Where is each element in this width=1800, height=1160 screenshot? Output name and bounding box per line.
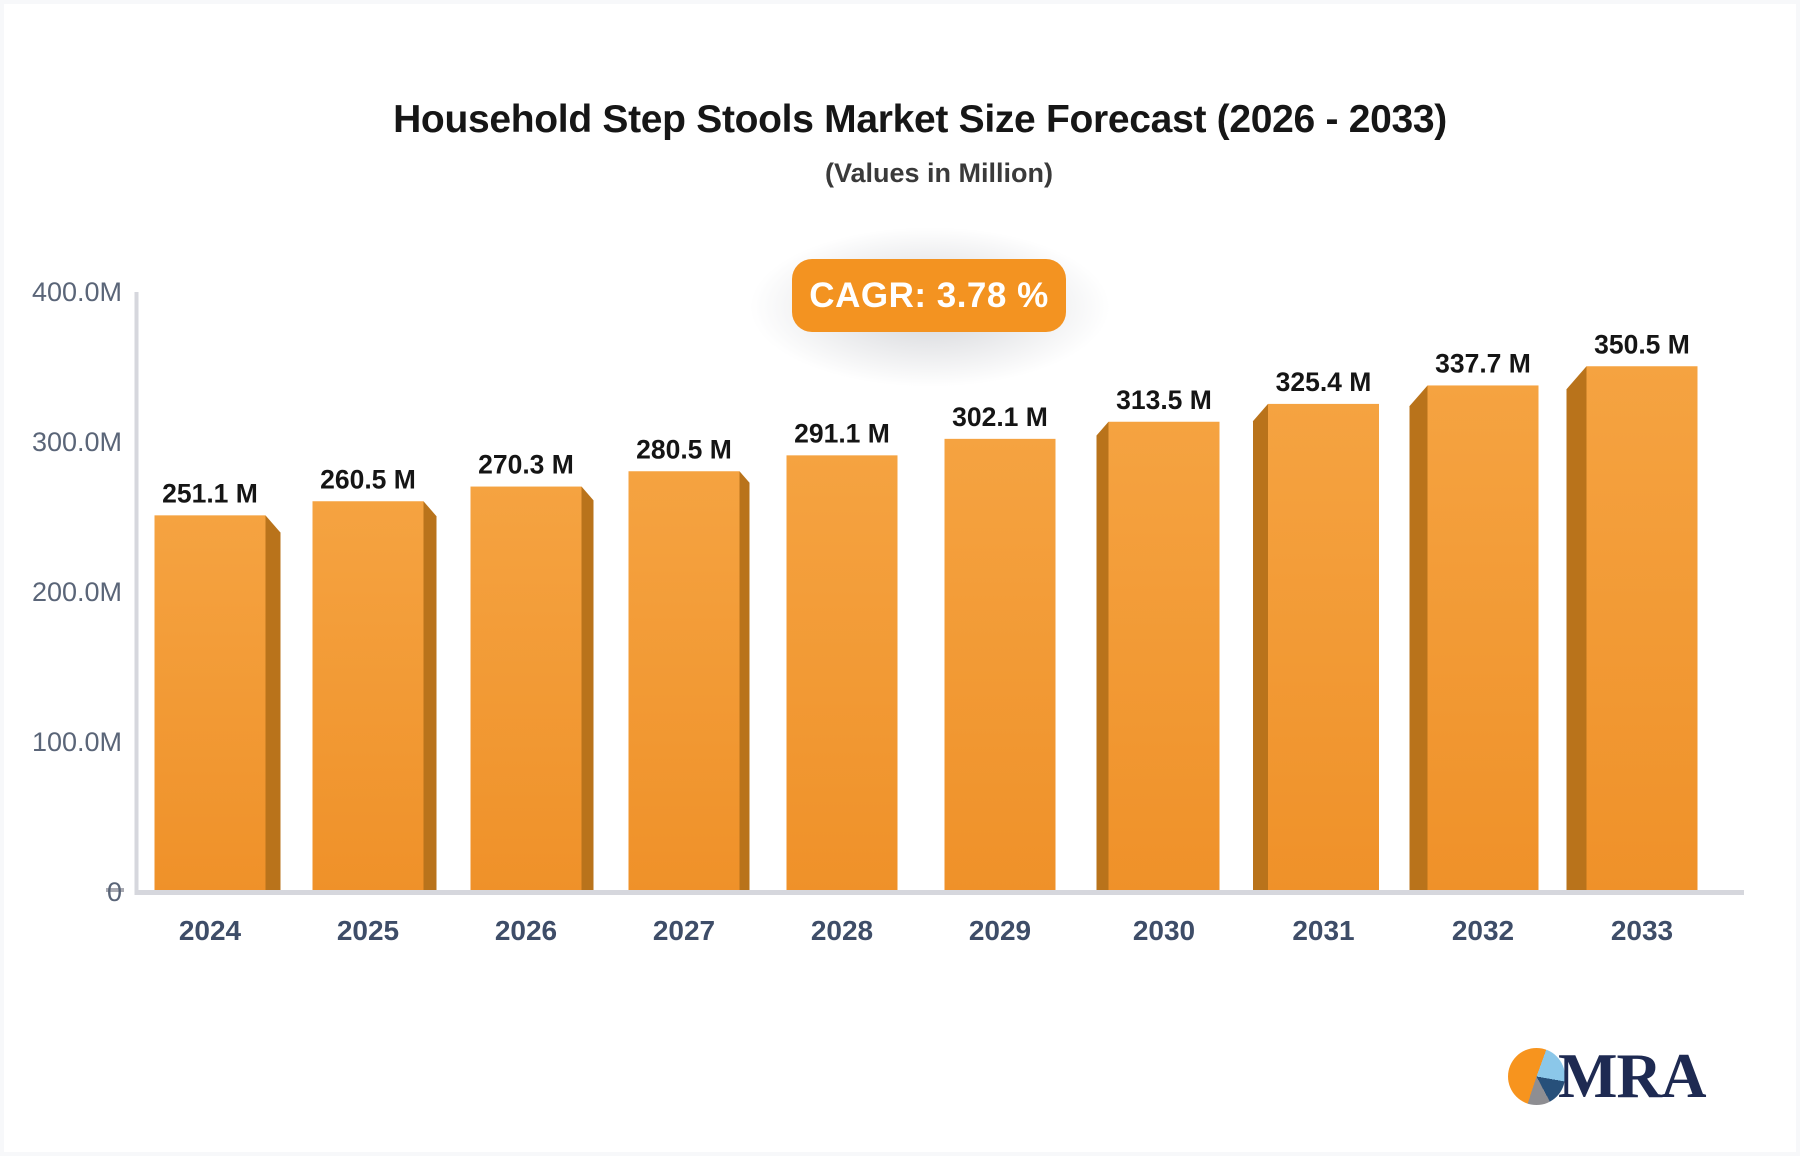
- bar-value-label: 251.1 M: [162, 478, 258, 508]
- bar-side-panel: [1253, 403, 1268, 892]
- bar-value-label: 313.5 M: [1116, 385, 1212, 415]
- chart-header: Household Step Stools Market Size Foreca…: [44, 98, 1796, 189]
- bar: [628, 471, 740, 892]
- bar-value-label: 337.7 M: [1435, 348, 1531, 378]
- bar: [1586, 366, 1698, 892]
- bar-side-panel: [581, 486, 594, 892]
- bar-side-panel: [1409, 385, 1428, 892]
- bar: [1108, 421, 1220, 892]
- chart-title: Household Step Stools Market Size Foreca…: [393, 98, 1447, 141]
- x-axis-label: 2028: [811, 915, 873, 946]
- bar-value-label: 270.3 M: [478, 450, 574, 480]
- bar-side-panel: [739, 471, 750, 892]
- bar-value-label: 302.1 M: [952, 402, 1048, 432]
- bar: [786, 455, 898, 892]
- bar: [944, 438, 1056, 892]
- bar-side-panel: [1566, 366, 1587, 892]
- x-axis-label: 2027: [653, 915, 715, 946]
- bar-value-label: 325.4 M: [1276, 367, 1372, 397]
- bar-side-panel: [1096, 421, 1109, 892]
- x-axis-label: 2025: [337, 915, 399, 946]
- logo-text: MRA: [1558, 1040, 1706, 1111]
- x-axis-label: 2031: [1292, 915, 1354, 946]
- bar-chart: 0 100.0M 200.0M 300.0M 400.0M 251.1 M 2024 260.…: [32, 277, 1744, 946]
- y-axis-line: [134, 292, 139, 893]
- bar: [312, 501, 424, 892]
- bar: [154, 515, 266, 892]
- cagr-badge: CAGR: 3.78 %: [792, 259, 1066, 332]
- bar-side-panel: [265, 515, 281, 892]
- bar-value-label: 280.5 M: [636, 434, 732, 464]
- x-axis-label: 2024: [179, 915, 242, 946]
- bar-side-panel: [423, 501, 437, 892]
- bar-value-label: 350.5 M: [1594, 329, 1690, 359]
- zero-tick-mark: [106, 888, 124, 892]
- y-tick-label: 0: [107, 877, 122, 907]
- y-tick-label: 100.0M: [32, 727, 122, 757]
- bar: [1427, 385, 1539, 892]
- y-tick-label: 200.0M: [32, 577, 122, 607]
- y-tick-label: 300.0M: [32, 427, 122, 457]
- chart-subtitle: (Values in Million): [824, 158, 1054, 188]
- bar-value-label: 260.5 M: [320, 464, 416, 494]
- bar-value-label: 291.1 M: [794, 418, 890, 448]
- bar: [470, 486, 582, 892]
- x-axis-label: 2030: [1133, 915, 1195, 946]
- x-axis-label: 2029: [969, 915, 1031, 946]
- logo: MRA: [1508, 1040, 1706, 1111]
- logo-pie-icon: [1508, 1047, 1565, 1105]
- bar: [1268, 403, 1379, 892]
- x-axis-label: 2033: [1611, 915, 1673, 946]
- x-axis-line: [134, 890, 1744, 895]
- y-tick-label: 400.0M: [32, 277, 122, 307]
- x-axis-label: 2032: [1452, 915, 1514, 946]
- x-axis-label: 2026: [495, 915, 557, 946]
